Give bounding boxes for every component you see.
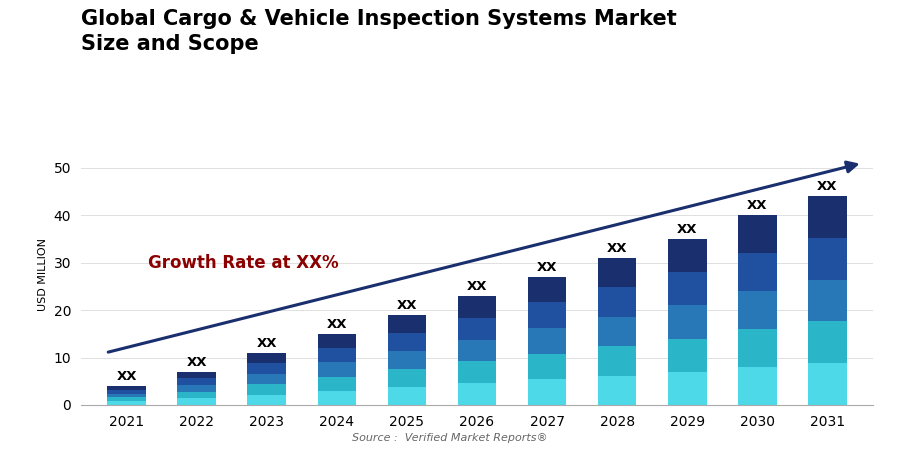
Bar xyxy=(738,253,777,291)
Bar xyxy=(738,329,777,367)
Text: XX: XX xyxy=(747,199,768,212)
Bar xyxy=(527,354,566,379)
Text: XX: XX xyxy=(186,356,207,369)
Bar xyxy=(598,376,636,405)
Bar xyxy=(808,280,847,321)
Bar xyxy=(458,383,496,405)
Bar xyxy=(808,238,847,280)
Bar xyxy=(527,328,566,354)
Text: XX: XX xyxy=(536,261,557,274)
Bar xyxy=(177,398,216,405)
Bar xyxy=(177,385,216,392)
Bar xyxy=(598,317,636,346)
Bar xyxy=(458,361,496,383)
Bar xyxy=(107,397,146,401)
Bar xyxy=(527,379,566,405)
Bar xyxy=(107,394,146,397)
Bar xyxy=(668,306,706,338)
Text: Global Cargo & Vehicle Inspection Systems Market
Size and Scope: Global Cargo & Vehicle Inspection System… xyxy=(81,9,677,54)
Text: XX: XX xyxy=(116,370,137,383)
Y-axis label: USD MILLION: USD MILLION xyxy=(38,238,48,311)
Bar xyxy=(808,321,847,363)
Text: XX: XX xyxy=(467,280,487,293)
Text: XX: XX xyxy=(607,242,627,255)
Bar xyxy=(527,302,566,328)
Bar xyxy=(248,353,286,363)
Bar xyxy=(107,401,146,405)
Bar xyxy=(388,369,427,387)
Bar xyxy=(598,287,636,317)
Text: Growth Rate at XX%: Growth Rate at XX% xyxy=(148,254,338,272)
Bar xyxy=(107,390,146,394)
Bar xyxy=(738,367,777,405)
Bar xyxy=(248,384,286,395)
Bar xyxy=(318,334,356,348)
Bar xyxy=(318,348,356,362)
Bar xyxy=(177,372,216,378)
Bar xyxy=(388,387,427,405)
Text: XX: XX xyxy=(397,299,418,312)
Text: XX: XX xyxy=(327,318,347,331)
Bar xyxy=(107,386,146,390)
Bar xyxy=(598,346,636,376)
Text: Source :  Verified Market Reports®: Source : Verified Market Reports® xyxy=(352,433,548,443)
Bar xyxy=(527,277,566,302)
Bar xyxy=(177,378,216,385)
Bar xyxy=(458,318,496,339)
Bar xyxy=(248,395,286,405)
Bar xyxy=(388,333,427,351)
Bar xyxy=(318,377,356,391)
Bar xyxy=(388,315,427,333)
Bar xyxy=(458,339,496,361)
Text: XX: XX xyxy=(817,180,838,194)
Text: XX: XX xyxy=(256,337,277,350)
Bar xyxy=(668,272,706,306)
Bar xyxy=(318,362,356,377)
Bar xyxy=(738,291,777,329)
Bar xyxy=(598,258,636,287)
Bar xyxy=(738,215,777,253)
Bar xyxy=(668,239,706,272)
Bar xyxy=(668,338,706,372)
Bar xyxy=(248,374,286,384)
Bar xyxy=(458,296,496,318)
Bar xyxy=(808,363,847,405)
Bar xyxy=(808,196,847,238)
Text: XX: XX xyxy=(677,223,698,236)
Bar xyxy=(668,372,706,405)
Bar xyxy=(318,391,356,405)
Bar xyxy=(177,392,216,398)
Bar xyxy=(388,351,427,369)
Bar xyxy=(248,363,286,374)
